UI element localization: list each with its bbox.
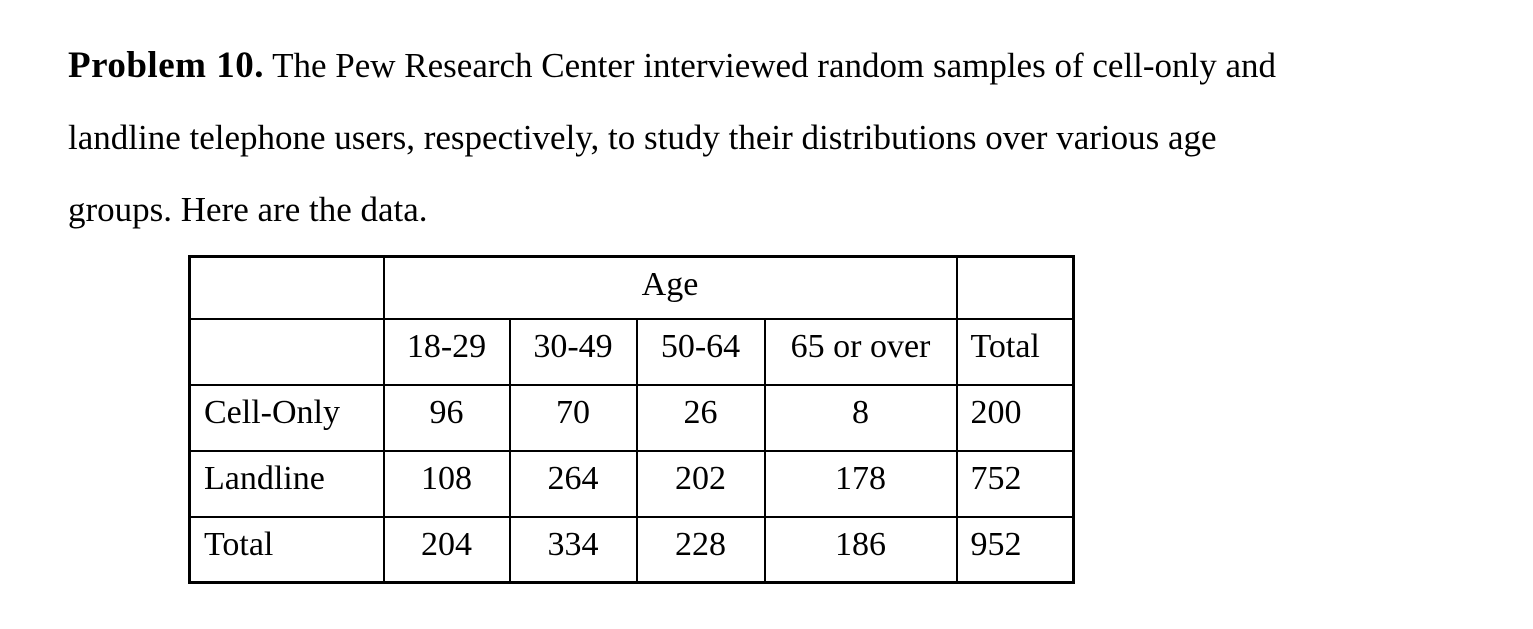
row-label-landline: Landline — [188, 449, 385, 518]
problem-label: Problem 10. — [68, 45, 264, 86]
total-50-64: 228 — [635, 515, 766, 584]
cell-only-50-64: 26 — [635, 383, 766, 452]
table-row-total: Total 204 334 228 186 952 — [188, 515, 1075, 584]
empty-total-top-cell — [955, 255, 1075, 320]
cell-only-total: 200 — [955, 383, 1075, 452]
table-row-cell-only: Cell-Only 96 70 26 8 200 — [188, 383, 1075, 452]
column-header-18-29: 18-29 — [382, 317, 511, 386]
empty-header-cell — [188, 317, 385, 386]
table-row-column-headers: 18-29 30-49 50-64 65 or over Total — [188, 317, 1075, 386]
total-18-29: 204 — [382, 515, 511, 584]
column-header-50-64: 50-64 — [635, 317, 766, 386]
cell-only-65-or-over: 8 — [763, 383, 958, 452]
data-table: Age 18-29 30-49 50-64 65 or over Total C… — [188, 255, 1075, 584]
landline-65-or-over: 178 — [763, 449, 958, 518]
empty-corner-cell — [188, 255, 385, 320]
row-label-cell-only: Cell-Only — [188, 383, 385, 452]
problem-line-3: groups. Here are the data. — [68, 190, 428, 229]
problem-line-1: Problem 10. The Pew Research Center inte… — [68, 30, 1488, 102]
cell-only-18-29: 96 — [382, 383, 511, 452]
problem-line-2: landline telephone users, respectively, … — [68, 118, 1217, 157]
landline-18-29: 108 — [382, 449, 511, 518]
problem-line-1-text: The Pew Research Center interviewed rand… — [272, 46, 1277, 85]
landline-total: 752 — [955, 449, 1075, 518]
column-header-total: Total — [955, 317, 1075, 386]
landline-50-64: 202 — [635, 449, 766, 518]
row-label-total: Total — [188, 515, 385, 584]
cell-only-30-49: 70 — [508, 383, 638, 452]
table-row-landline: Landline 108 264 202 178 752 — [188, 449, 1075, 518]
total-30-49: 334 — [508, 515, 638, 584]
age-header-cell: Age — [382, 255, 958, 320]
column-header-30-49: 30-49 — [508, 317, 638, 386]
problem-statement: Problem 10. The Pew Research Center inte… — [68, 30, 1488, 246]
total-65-or-over: 186 — [763, 515, 958, 584]
total-total: 952 — [955, 515, 1075, 584]
landline-30-49: 264 — [508, 449, 638, 518]
column-header-65-or-over: 65 or over — [763, 317, 958, 386]
table-row-age-header: Age — [188, 255, 1075, 320]
